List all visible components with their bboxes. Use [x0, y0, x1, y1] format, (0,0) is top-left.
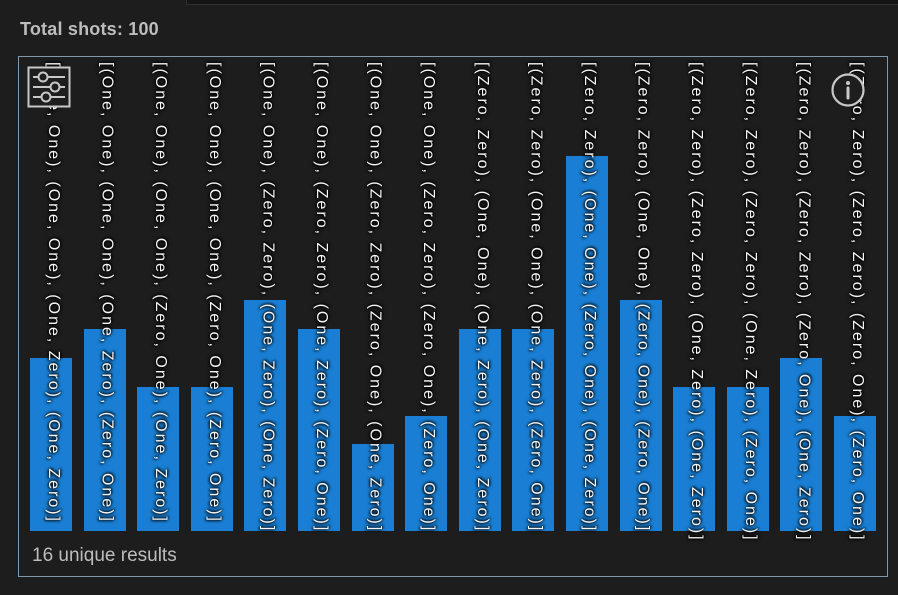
- histogram-bar[interactable]: [190, 387, 233, 531]
- bar-label: [(Zero, Zero), (One, One), (Zero, One), …: [634, 62, 652, 533]
- histogram-settings-button[interactable]: [27, 66, 71, 108]
- bar-label: [(One, One), (Zero, Zero), (Zero, One), …: [420, 62, 438, 533]
- bar-label: [(Zero, Zero), (One, One), (One, Zero), …: [527, 62, 545, 533]
- overlapping-panel-edge: [186, 0, 898, 5]
- sliders-settings-icon: [27, 66, 71, 108]
- histogram-plot-area: [(One, One), (One, One), (One, Zero), (O…: [19, 57, 887, 576]
- histogram-bar[interactable]: [673, 387, 716, 531]
- histogram-bar[interactable]: [244, 300, 287, 531]
- histogram-bar[interactable]: [512, 329, 555, 531]
- bar-label: [(One, One), (Zero, Zero), (One, Zero), …: [259, 62, 277, 533]
- bar-label: [(One, One), (One, One), (Zero, One), (Z…: [205, 62, 223, 523]
- histogram-bar[interactable]: [351, 444, 394, 531]
- bar-label: [(Zero, Zero), (One, One), (Zero, One), …: [581, 62, 598, 533]
- bar-label: [(One, One), (One, One), (Zero, One), (O…: [152, 62, 170, 523]
- unique-results-label: 16 unique results: [32, 545, 177, 566]
- histogram-bar[interactable]: [726, 387, 769, 531]
- info-icon: [831, 73, 865, 107]
- total-shots-label: Total shots: 100: [20, 19, 159, 39]
- histogram-bar[interactable]: [298, 329, 340, 531]
- histogram-bar[interactable]: [83, 329, 126, 531]
- histogram-bar[interactable]: [458, 329, 501, 531]
- histogram-bar[interactable]: [780, 358, 823, 531]
- histogram-bar[interactable]: [405, 416, 448, 531]
- histogram-bar[interactable]: [30, 358, 72, 531]
- histogram-bar[interactable]: [137, 387, 180, 531]
- bar-label: [(Zero, Zero), (One, One), (One, Zero), …: [473, 62, 491, 533]
- histogram-bar[interactable]: [566, 156, 608, 531]
- bar-label: [(One, One), (Zero, Zero), (Zero, One), …: [366, 62, 384, 533]
- bar-label: [(Zero, Zero), (Zero, Zero), (Zero, One)…: [795, 62, 813, 542]
- bar-label: [(One, One), (Zero, Zero), (One, Zero), …: [313, 62, 330, 533]
- histogram-bar[interactable]: [619, 300, 662, 531]
- histogram-info-button[interactable]: [829, 71, 867, 109]
- bar-label: [(Zero, Zero), (Zero, Zero), (One, Zero)…: [688, 62, 706, 542]
- histogram-panel: [(One, One), (One, One), (One, Zero), (O…: [18, 56, 888, 577]
- bar-label: [(Zero, Zero), (Zero, Zero), (One, Zero)…: [741, 62, 759, 542]
- bar-label: [(Zero, Zero), (Zero, Zero), (Zero, One)…: [849, 62, 866, 542]
- bar-label: [(One, One), (One, One), (One, Zero), (O…: [45, 62, 62, 523]
- histogram-bar[interactable]: [834, 416, 876, 531]
- bar-label: [(One, One), (One, One), (One, Zero), (Z…: [98, 62, 116, 523]
